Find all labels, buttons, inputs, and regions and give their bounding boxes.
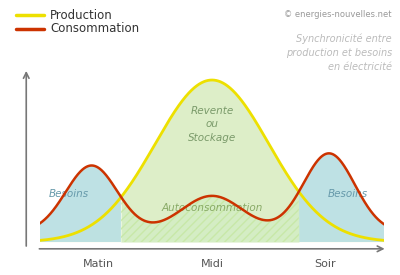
Text: Midi: Midi [200, 259, 224, 269]
Text: Besoins: Besoins [328, 189, 368, 199]
Text: Production: Production [50, 9, 113, 22]
Text: Besoins: Besoins [49, 189, 89, 199]
Text: Synchronicité entre
production et besoins
en électricité: Synchronicité entre production et besoin… [286, 33, 392, 72]
Text: Matin: Matin [83, 259, 114, 269]
Text: © energies-nouvelles.net: © energies-nouvelles.net [284, 10, 392, 19]
Text: Revente
ou
Stockage: Revente ou Stockage [188, 106, 236, 142]
Text: Soir: Soir [315, 259, 336, 269]
Text: Autoconsommation: Autoconsommation [161, 203, 263, 213]
Text: Consommation: Consommation [50, 22, 139, 35]
